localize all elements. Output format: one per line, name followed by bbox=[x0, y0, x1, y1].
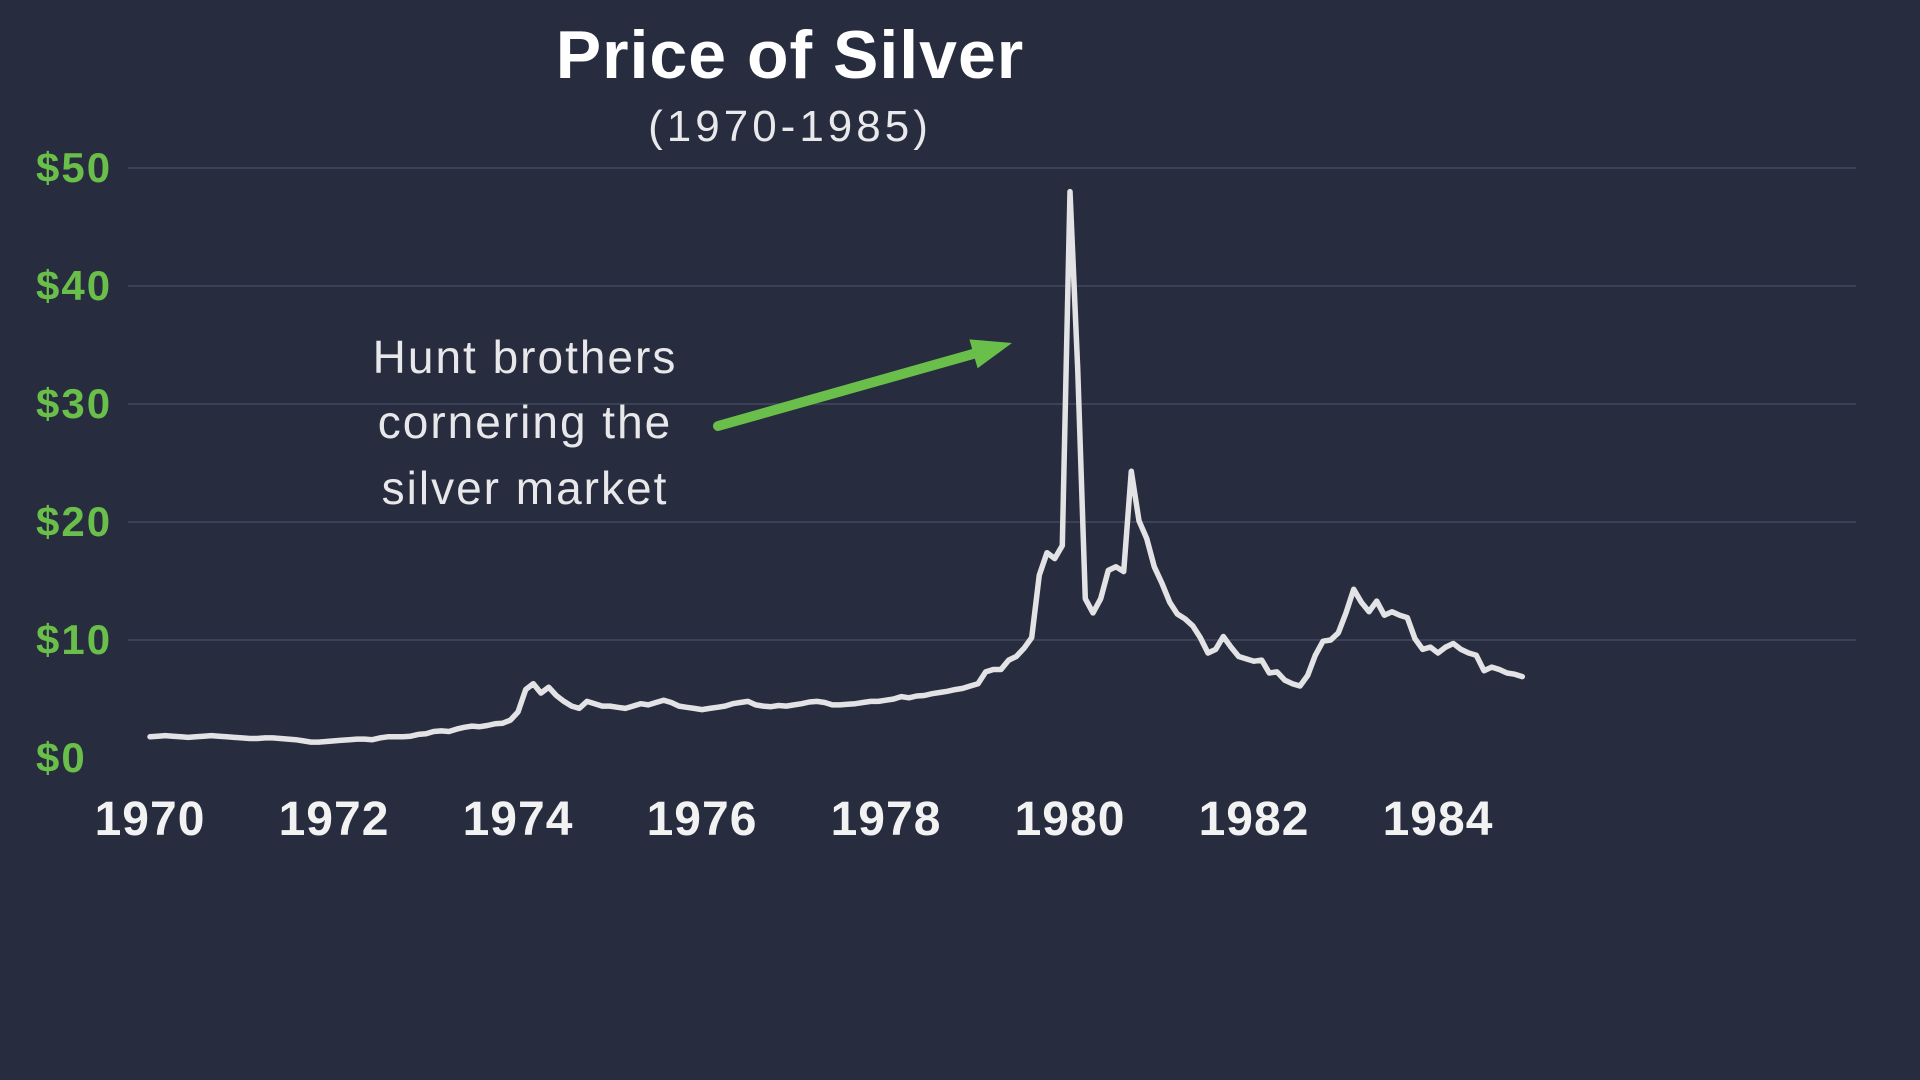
silver-price-line bbox=[147, 188, 1526, 745]
x-tick-label: 1972 bbox=[278, 793, 390, 846]
y-tick-label: $40 bbox=[36, 262, 113, 309]
x-tick-label: 1970 bbox=[94, 793, 206, 846]
x-tick-label: 1978 bbox=[830, 793, 942, 846]
annotation-hunt-brothers: Hunt brothers cornering the silver marke… bbox=[325, 325, 725, 521]
x-tick-label: 1976 bbox=[646, 793, 758, 846]
y-tick-label: $30 bbox=[36, 380, 113, 427]
annotation-arrow-head bbox=[969, 339, 1012, 369]
annotation-line-3: silver market bbox=[381, 461, 669, 514]
x-tick-label: 1974 bbox=[462, 793, 574, 846]
y-tick-label: $0 bbox=[36, 734, 87, 781]
x-tick-label: 1984 bbox=[1382, 793, 1494, 846]
y-tick-label: $50 bbox=[36, 144, 113, 191]
annotation-line-2: cornering the bbox=[377, 396, 673, 449]
chart-title: Price of Silver bbox=[555, 17, 1025, 93]
y-tick-label: $20 bbox=[36, 498, 113, 545]
annotation-line-1: Hunt brothers bbox=[372, 331, 678, 383]
y-tick-label: $10 bbox=[36, 616, 113, 663]
chart-subtitle: (1970-1985) bbox=[648, 102, 932, 151]
x-tick-label: 1980 bbox=[1014, 793, 1126, 846]
x-tick-label: 1982 bbox=[1198, 793, 1310, 846]
annotation-arrow-shaft bbox=[713, 346, 987, 431]
